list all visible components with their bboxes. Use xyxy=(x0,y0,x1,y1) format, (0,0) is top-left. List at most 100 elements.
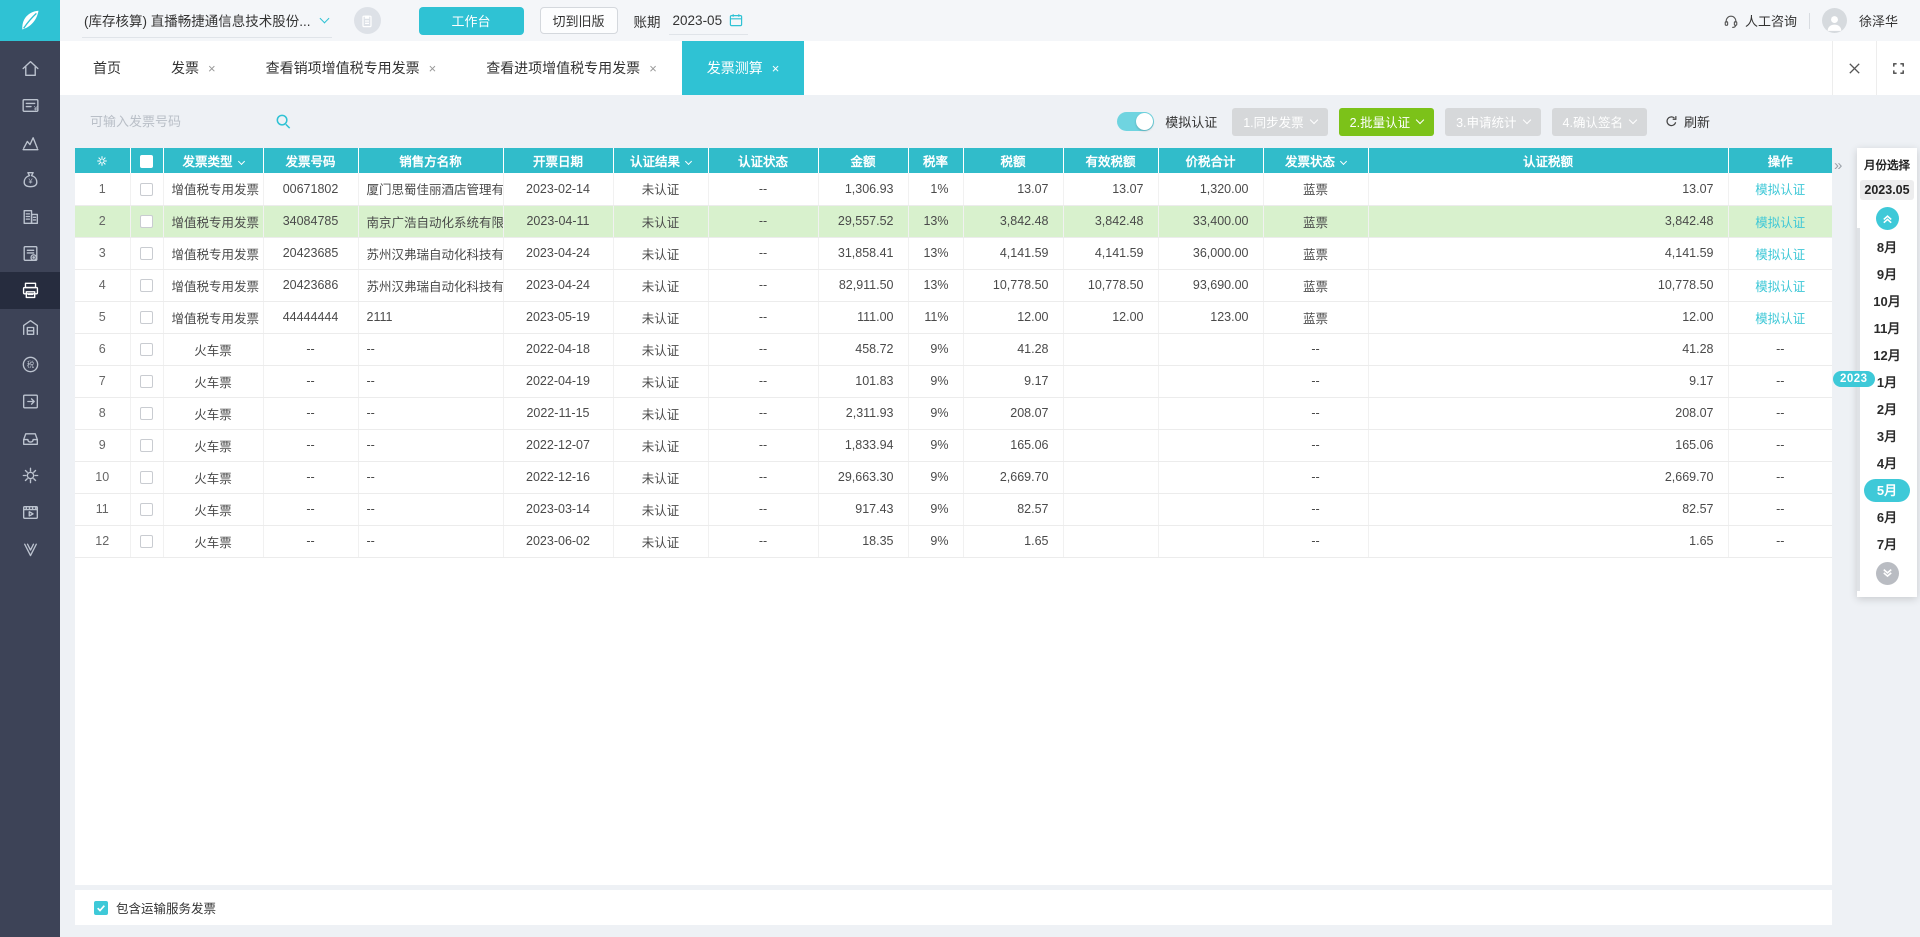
cell-vtax: 12.00 xyxy=(1063,301,1159,334)
sidebar-item-company[interactable] xyxy=(0,198,60,235)
column-settings-header[interactable] xyxy=(75,148,131,173)
simulate-auth-link[interactable]: 模拟认证 xyxy=(1755,311,1806,326)
row-checkbox[interactable] xyxy=(140,343,153,357)
cell-result: 未认证 xyxy=(613,365,709,398)
table-row[interactable]: 4 增值税专用发票20423686苏州汉弗瑞自动化科技有限公司2023-04-24… xyxy=(75,269,1832,302)
tab-5[interactable]: 发票测算 × xyxy=(681,41,805,95)
row-checkbox[interactable] xyxy=(140,503,153,517)
inbox-icon xyxy=(22,433,38,445)
header-auth-result[interactable]: 认证结果 xyxy=(613,148,709,173)
row-checkbox[interactable] xyxy=(140,407,153,421)
table-row[interactable]: 2 增值税专用发票34084785南京广浩自动化系统有限责任公司2023-04-1… xyxy=(75,205,1832,238)
cell-tax: 3,842.48 xyxy=(963,205,1064,238)
table-row[interactable]: 10 火车票 -- -- 2022-12-16 未认证 -- 29,663.30 9% 2,669… xyxy=(75,461,1832,494)
scroll-up-button[interactable] xyxy=(1875,207,1899,230)
simulate-auth-toggle[interactable] xyxy=(1117,112,1155,131)
tab-close-icon[interactable]: × xyxy=(649,60,657,76)
month-item[interactable]: 2月 xyxy=(1876,402,1898,417)
step-button-3[interactable]: 3.申请统计 xyxy=(1445,107,1541,136)
select-all-header[interactable] xyxy=(130,148,164,173)
tab-2[interactable]: 发票 × xyxy=(146,41,241,95)
tab-1[interactable]: 首页 xyxy=(68,41,146,95)
table-row[interactable]: 6 火车票 -- -- 2022-04-18 未认证 -- 458.72 9% 41.28 -- 41… xyxy=(75,333,1832,366)
table-row[interactable]: 11 火车票 -- -- 2023-03-14 未认证 -- 917.43 9% 82.57 -- 8… xyxy=(75,493,1832,526)
company-selector[interactable]: (库存核算) 直播畅捷通信息技术股份... xyxy=(82,10,332,38)
include-transport-checkbox[interactable] xyxy=(94,900,108,915)
tab-close-icon[interactable]: × xyxy=(428,60,437,76)
table-row[interactable]: 3 增值税专用发票20423685苏州汉弗瑞自动化科技有限公司2023-04-24… xyxy=(75,237,1832,270)
support-link[interactable]: 人工咨询 xyxy=(1723,11,1797,30)
period-picker[interactable]: 2023-05 xyxy=(668,10,749,35)
month-panel-scrollbar[interactable] xyxy=(1857,228,1860,591)
sidebar-item-inbox[interactable] xyxy=(0,420,60,457)
sidebar-item-report-settings[interactable] xyxy=(0,235,60,272)
sidebar-item-chart[interactable] xyxy=(0,124,60,161)
current-period[interactable]: 2023.05 xyxy=(1860,180,1914,200)
row-checkbox[interactable] xyxy=(140,439,153,453)
simulate-auth-link[interactable]: 模拟认证 xyxy=(1755,215,1806,230)
row-checkbox[interactable] xyxy=(140,471,153,485)
invoice-search-input[interactable] xyxy=(90,114,240,129)
table-row[interactable]: 5 增值税专用发票 44444444 2111 2023-05-19 未认证 -- 111.0… xyxy=(75,301,1832,334)
table-row[interactable]: 8 火车票 -- -- 2022-11-15 未认证 -- 2,311.93 9% 208.07-… xyxy=(75,397,1832,430)
close-all-tabs-button[interactable] xyxy=(1832,41,1876,95)
sidebar-item-home[interactable] xyxy=(0,50,60,87)
step-button-2[interactable]: 2.批量认证 xyxy=(1338,107,1435,136)
tab-close-icon[interactable]: × xyxy=(771,60,780,76)
tab-close-icon[interactable]: × xyxy=(208,60,216,76)
month-item[interactable]: 11月 xyxy=(1873,321,1901,336)
bookkeeping-shortcut-button[interactable] xyxy=(353,7,381,34)
row-checkbox[interactable] xyxy=(140,247,153,261)
sidebar-item-brand-v[interactable] xyxy=(0,531,60,568)
month-item[interactable]: 1月 xyxy=(1876,375,1898,390)
sidebar-item-money-bag[interactable]: ¥ xyxy=(0,161,60,198)
sidebar-item-video[interactable] xyxy=(0,494,60,531)
simulate-auth-link[interactable]: 模拟认证 xyxy=(1755,183,1806,198)
month-item[interactable]: 3月 xyxy=(1876,429,1898,444)
month-item[interactable]: 7月 xyxy=(1876,537,1898,552)
user-name[interactable]: 徐泽华 xyxy=(1858,14,1898,29)
switch-old-version-button[interactable]: 切到旧版 xyxy=(539,7,618,34)
scroll-down-button[interactable] xyxy=(1875,562,1899,585)
tab-3[interactable]: 查看销项增值税专用发票 × xyxy=(241,41,462,95)
fullscreen-button[interactable] xyxy=(1876,41,1920,95)
month-item[interactable]: 4月 xyxy=(1876,456,1898,471)
header-invoice-type[interactable]: 发票类型 xyxy=(163,148,264,173)
row-checkbox[interactable] xyxy=(140,215,153,229)
month-item[interactable]: 5月 xyxy=(1864,479,1910,502)
sidebar-item-invoice-print[interactable] xyxy=(0,272,60,309)
month-item[interactable]: 6月 xyxy=(1876,510,1898,525)
row-number: 9 xyxy=(75,429,131,462)
row-checkbox[interactable] xyxy=(140,535,153,549)
tab-4[interactable]: 查看进项增值税专用发票 × xyxy=(461,41,682,95)
table-row[interactable]: 7 火车票 -- -- 2022-04-19 未认证 -- 101.83 9% 9.17 -- 9.1… xyxy=(75,365,1832,398)
simulate-auth-link[interactable]: 模拟认证 xyxy=(1755,247,1806,262)
avatar[interactable] xyxy=(1821,8,1847,33)
app-logo[interactable] xyxy=(0,0,60,41)
select-all-checkbox[interactable] xyxy=(140,154,153,168)
sidebar-item-tax-coin[interactable]: 税 xyxy=(0,346,60,383)
header-invoice-status[interactable]: 发票状态 xyxy=(1263,148,1369,173)
table-row[interactable]: 9 火车票 -- -- 2022-12-07 未认证 -- 1,833.94 9% 165.06-… xyxy=(75,429,1832,462)
sidebar-item-warehouse[interactable] xyxy=(0,309,60,346)
step-button-4[interactable]: 4.确认签名 xyxy=(1551,107,1647,136)
sidebar-item-export[interactable] xyxy=(0,383,60,420)
table-row[interactable]: 12 火车票 -- -- 2023-06-02 未认证 -- 18.35 9% 1.65 -- 1.6… xyxy=(75,525,1832,558)
sidebar-item-settings-gear[interactable] xyxy=(0,457,60,494)
simulate-auth-link[interactable]: 模拟认证 xyxy=(1755,279,1806,294)
month-item[interactable]: 12月 xyxy=(1873,348,1901,363)
sidebar-item-invoice-voucher[interactable]: ¥ xyxy=(0,87,60,124)
row-checkbox[interactable] xyxy=(140,182,153,196)
table-row[interactable]: 1 增值税专用发票00671802厦门思蜀佳丽酒店管理有限公司2023-02-14… xyxy=(75,173,1832,206)
search-icon[interactable] xyxy=(274,112,293,131)
month-item[interactable]: 9月 xyxy=(1876,267,1898,282)
row-checkbox[interactable] xyxy=(140,375,153,389)
row-checkbox[interactable] xyxy=(140,311,153,325)
month-item[interactable]: 8月 xyxy=(1876,240,1898,255)
workbench-button[interactable]: 工作台 xyxy=(418,6,524,35)
panel-collapse-icon[interactable]: » xyxy=(1834,157,1843,174)
refresh-button[interactable]: 刷新 xyxy=(1664,112,1710,131)
row-checkbox[interactable] xyxy=(140,279,153,293)
month-item[interactable]: 10月 xyxy=(1873,294,1901,309)
step-button-1[interactable]: 1.同步发票 xyxy=(1232,107,1328,136)
